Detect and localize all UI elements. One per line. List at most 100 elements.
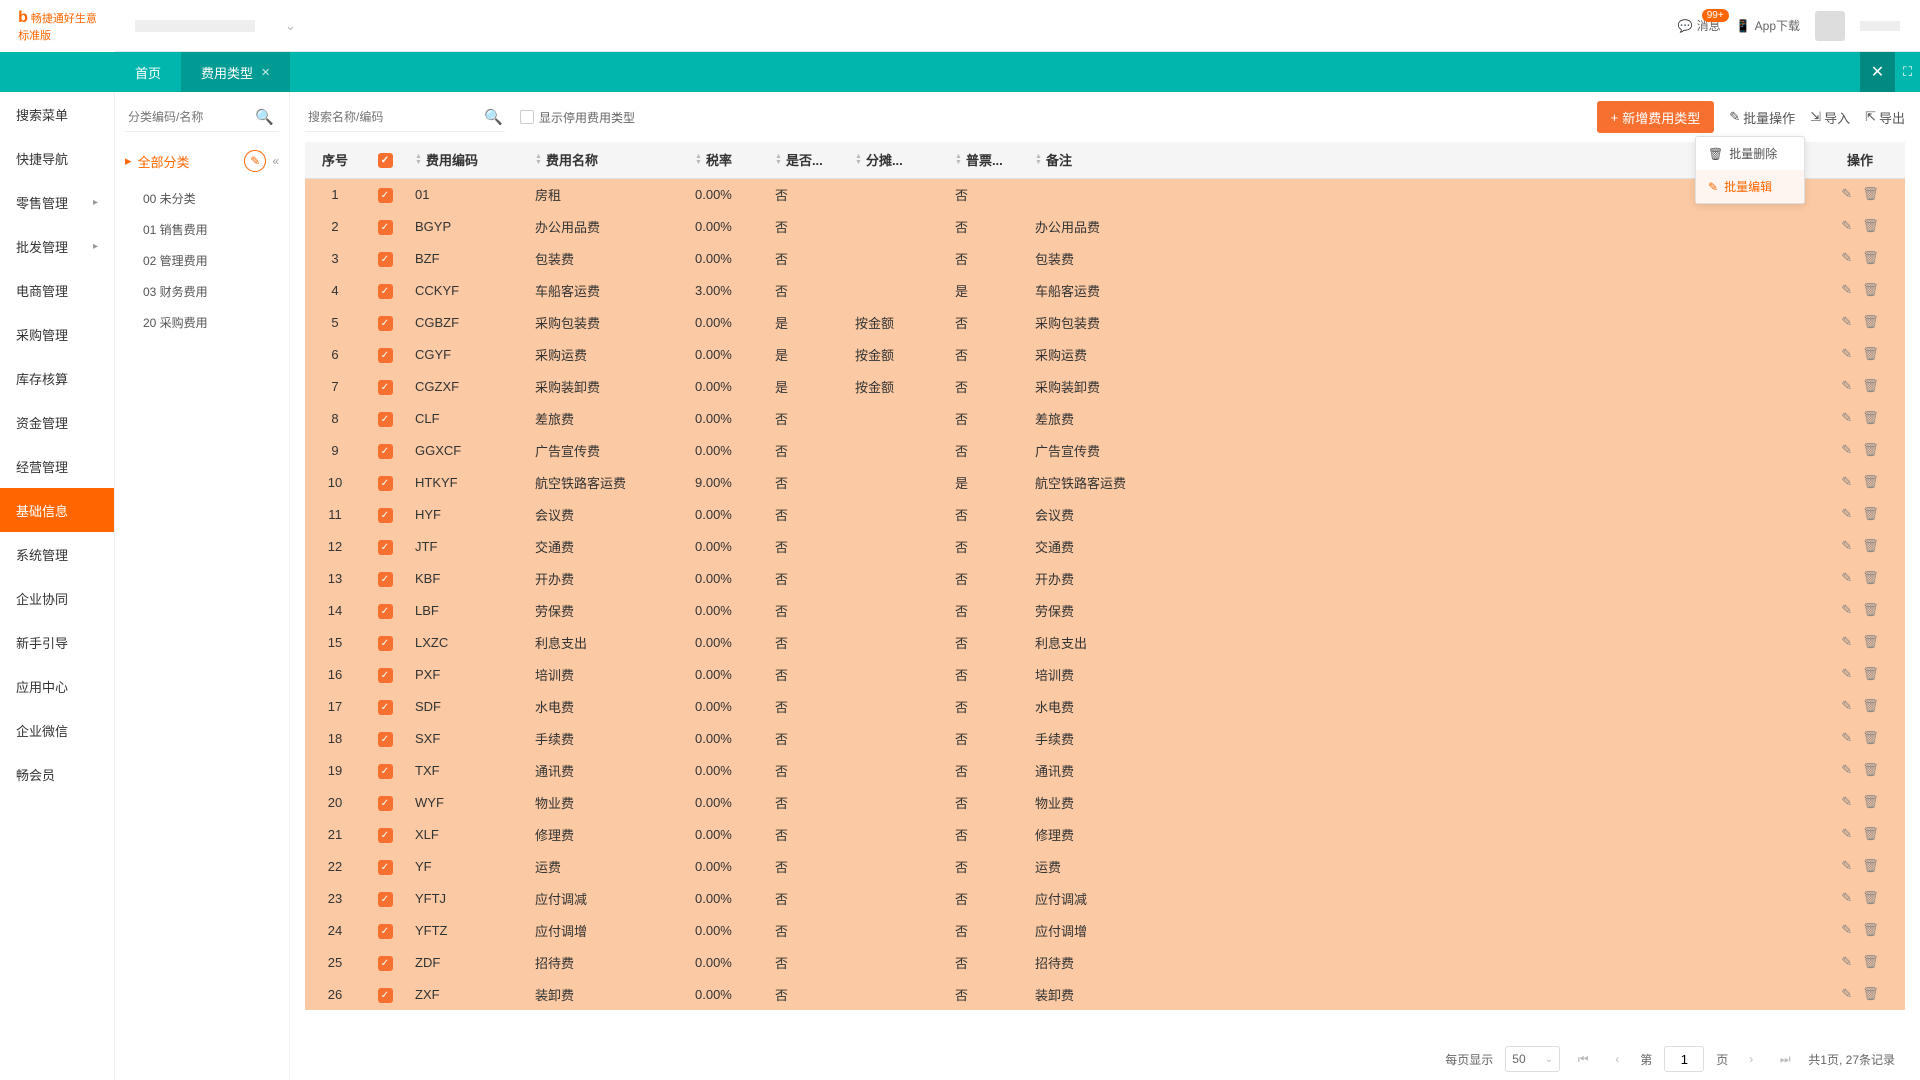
cell-checkbox[interactable]: ✓ [365,690,405,722]
edit-icon[interactable]: ✎ [1841,410,1852,426]
cell-checkbox[interactable]: ✓ [365,978,405,1010]
edit-icon[interactable]: ✎ [1841,730,1852,746]
delete-icon[interactable]: 🗑 [1862,890,1879,906]
sidebar-item[interactable]: 经营管理 [0,444,114,488]
table-row[interactable]: 6✓CGYF采购运费0.00%是按金额否采购运费✎🗑 [305,338,1905,370]
edit-icon[interactable]: ✎ [1841,634,1852,650]
import-button[interactable]: ⇲ 导入 [1810,108,1850,127]
delete-icon[interactable]: 🗑 [1862,986,1879,1002]
category-item[interactable]: 03 财务费用 [115,276,289,307]
cell-checkbox[interactable]: ✓ [365,178,405,210]
edit-icon[interactable]: ✎ [1841,986,1852,1002]
sidebar-item[interactable]: 新手引导 [0,620,114,664]
col-rate[interactable]: ▲▼税率 [685,142,765,178]
delete-icon[interactable]: 🗑 [1862,602,1879,618]
fullscreen-button[interactable]: ⛶ [1895,52,1920,92]
tab-close-icon[interactable]: ✕ [261,66,270,79]
close-all-tabs-button[interactable]: ✕ [1860,52,1895,92]
category-item[interactable]: 20 采购费用 [115,307,289,338]
sidebar-item[interactable]: 应用中心 [0,664,114,708]
table-row[interactable]: 16✓PXF培训费0.00%否否培训费✎🗑 [305,658,1905,690]
cell-checkbox[interactable]: ✓ [365,338,405,370]
table-row[interactable]: 19✓TXF通讯费0.00%否否通讯费✎🗑 [305,754,1905,786]
tab-home[interactable]: 首页 [115,52,181,92]
cell-checkbox[interactable]: ✓ [365,434,405,466]
edit-icon[interactable]: ✎ [1841,698,1852,714]
delete-icon[interactable]: 🗑 [1862,858,1879,874]
edit-icon[interactable]: ✎ [1841,314,1852,330]
table-row[interactable]: 2✓BGYP办公用品费0.00%否否办公用品费✎🗑 [305,210,1905,242]
sidebar-item[interactable]: 零售管理▸ [0,180,114,224]
table-row[interactable]: 22✓YF运费0.00%否否运费✎🗑 [305,850,1905,882]
edit-icon[interactable]: ✎ [1841,506,1852,522]
table-row[interactable]: 11✓HYF会议费0.00%否否会议费✎🗑 [305,498,1905,530]
edit-icon[interactable]: ✎ [1841,378,1852,394]
app-download-link[interactable]: 📱 App下载 [1736,17,1800,34]
search-input[interactable] [305,102,505,132]
table-row[interactable]: 8✓CLF差旅费0.00%否否差旅费✎🗑 [305,402,1905,434]
delete-icon[interactable]: 🗑 [1862,826,1879,842]
table-row[interactable]: 4✓CCKYF车船客运费3.00%否是车船客运费✎🗑 [305,274,1905,306]
delete-icon[interactable]: 🗑 [1862,218,1879,234]
delete-icon[interactable]: 🗑 [1862,378,1879,394]
user-avatar[interactable] [1815,11,1845,41]
cell-checkbox[interactable]: ✓ [365,530,405,562]
table-row[interactable]: 5✓CGBZF采购包装费0.00%是按金额否采购包装费✎🗑 [305,306,1905,338]
edit-icon[interactable]: ✎ [1841,602,1852,618]
cell-checkbox[interactable]: ✓ [365,786,405,818]
sidebar-item[interactable]: 库存核算 [0,356,114,400]
col-checkbox[interactable]: ✓ [365,142,405,178]
table-row[interactable]: 13✓KBF开办费0.00%否否开办费✎🗑 [305,562,1905,594]
cell-checkbox[interactable]: ✓ [365,210,405,242]
sidebar-item[interactable]: 企业微信 [0,708,114,752]
logo[interactable]: b 畅捷通好生意 标准版 [0,0,115,52]
col-ticket[interactable]: ▲▼普票... [945,142,1025,178]
table-row[interactable]: 25✓ZDF招待费0.00%否否招待费✎🗑 [305,946,1905,978]
batch-operations-button[interactable]: ✎ 批量操作 [1729,108,1795,127]
sidebar-item[interactable]: 畅会员 [0,752,114,796]
prev-page-button[interactable]: ‹ [1606,1048,1628,1070]
cell-checkbox[interactable]: ✓ [365,370,405,402]
delete-icon[interactable]: 🗑 [1862,570,1879,586]
sidebar-item[interactable]: 电商管理 [0,268,114,312]
cell-checkbox[interactable]: ✓ [365,914,405,946]
edit-icon[interactable]: ✎ [1841,858,1852,874]
edit-icon[interactable]: ✎ [1841,762,1852,778]
cell-checkbox[interactable]: ✓ [365,754,405,786]
sidebar-item[interactable]: 资金管理 [0,400,114,444]
delete-icon[interactable]: 🗑 [1862,762,1879,778]
category-item[interactable]: 02 管理费用 [115,245,289,276]
show-disabled-checkbox[interactable]: 显示停用费用类型 [520,109,635,126]
table-row[interactable]: 23✓YFTJ应付调减0.00%否否应付调减✎🗑 [305,882,1905,914]
table-row[interactable]: 7✓CGZXF采购装卸费0.00%是按金额否采购装卸费✎🗑 [305,370,1905,402]
table-row[interactable]: 12✓JTF交通费0.00%否否交通费✎🗑 [305,530,1905,562]
cell-checkbox[interactable]: ✓ [365,466,405,498]
next-page-button[interactable]: › [1740,1048,1762,1070]
sidebar-item[interactable]: 企业协同 [0,576,114,620]
edit-icon[interactable]: ✎ [1841,186,1852,202]
delete-icon[interactable]: 🗑 [1862,794,1879,810]
col-index[interactable]: 序号 [305,142,365,178]
collapse-panel-button[interactable]: « [272,154,279,168]
edit-icon[interactable]: ✎ [1841,922,1852,938]
cell-checkbox[interactable]: ✓ [365,306,405,338]
edit-icon[interactable]: ✎ [1841,570,1852,586]
sidebar-item[interactable]: 快捷导航 [0,136,114,180]
delete-icon[interactable]: 🗑 [1862,282,1879,298]
cell-checkbox[interactable]: ✓ [365,882,405,914]
cell-checkbox[interactable]: ✓ [365,946,405,978]
edit-icon[interactable]: ✎ [1841,474,1852,490]
table-row[interactable]: 14✓LBF劳保费0.00%否否劳保费✎🗑 [305,594,1905,626]
sidebar-item[interactable]: 基础信息 [0,488,114,532]
checkbox-checked-icon[interactable]: ✓ [378,153,393,168]
category-item[interactable]: 00 未分类 [115,183,289,214]
add-expense-type-button[interactable]: + 新增费用类型 [1597,101,1715,133]
table-row[interactable]: 18✓SXF手续费0.00%否否手续费✎🗑 [305,722,1905,754]
delete-icon[interactable]: 🗑 [1862,506,1879,522]
cell-checkbox[interactable]: ✓ [365,818,405,850]
search-icon[interactable]: 🔍 [484,108,503,126]
delete-icon[interactable]: 🗑 [1862,346,1879,362]
cell-checkbox[interactable]: ✓ [365,594,405,626]
edit-icon[interactable]: ✎ [1841,538,1852,554]
delete-icon[interactable]: 🗑 [1862,250,1879,266]
